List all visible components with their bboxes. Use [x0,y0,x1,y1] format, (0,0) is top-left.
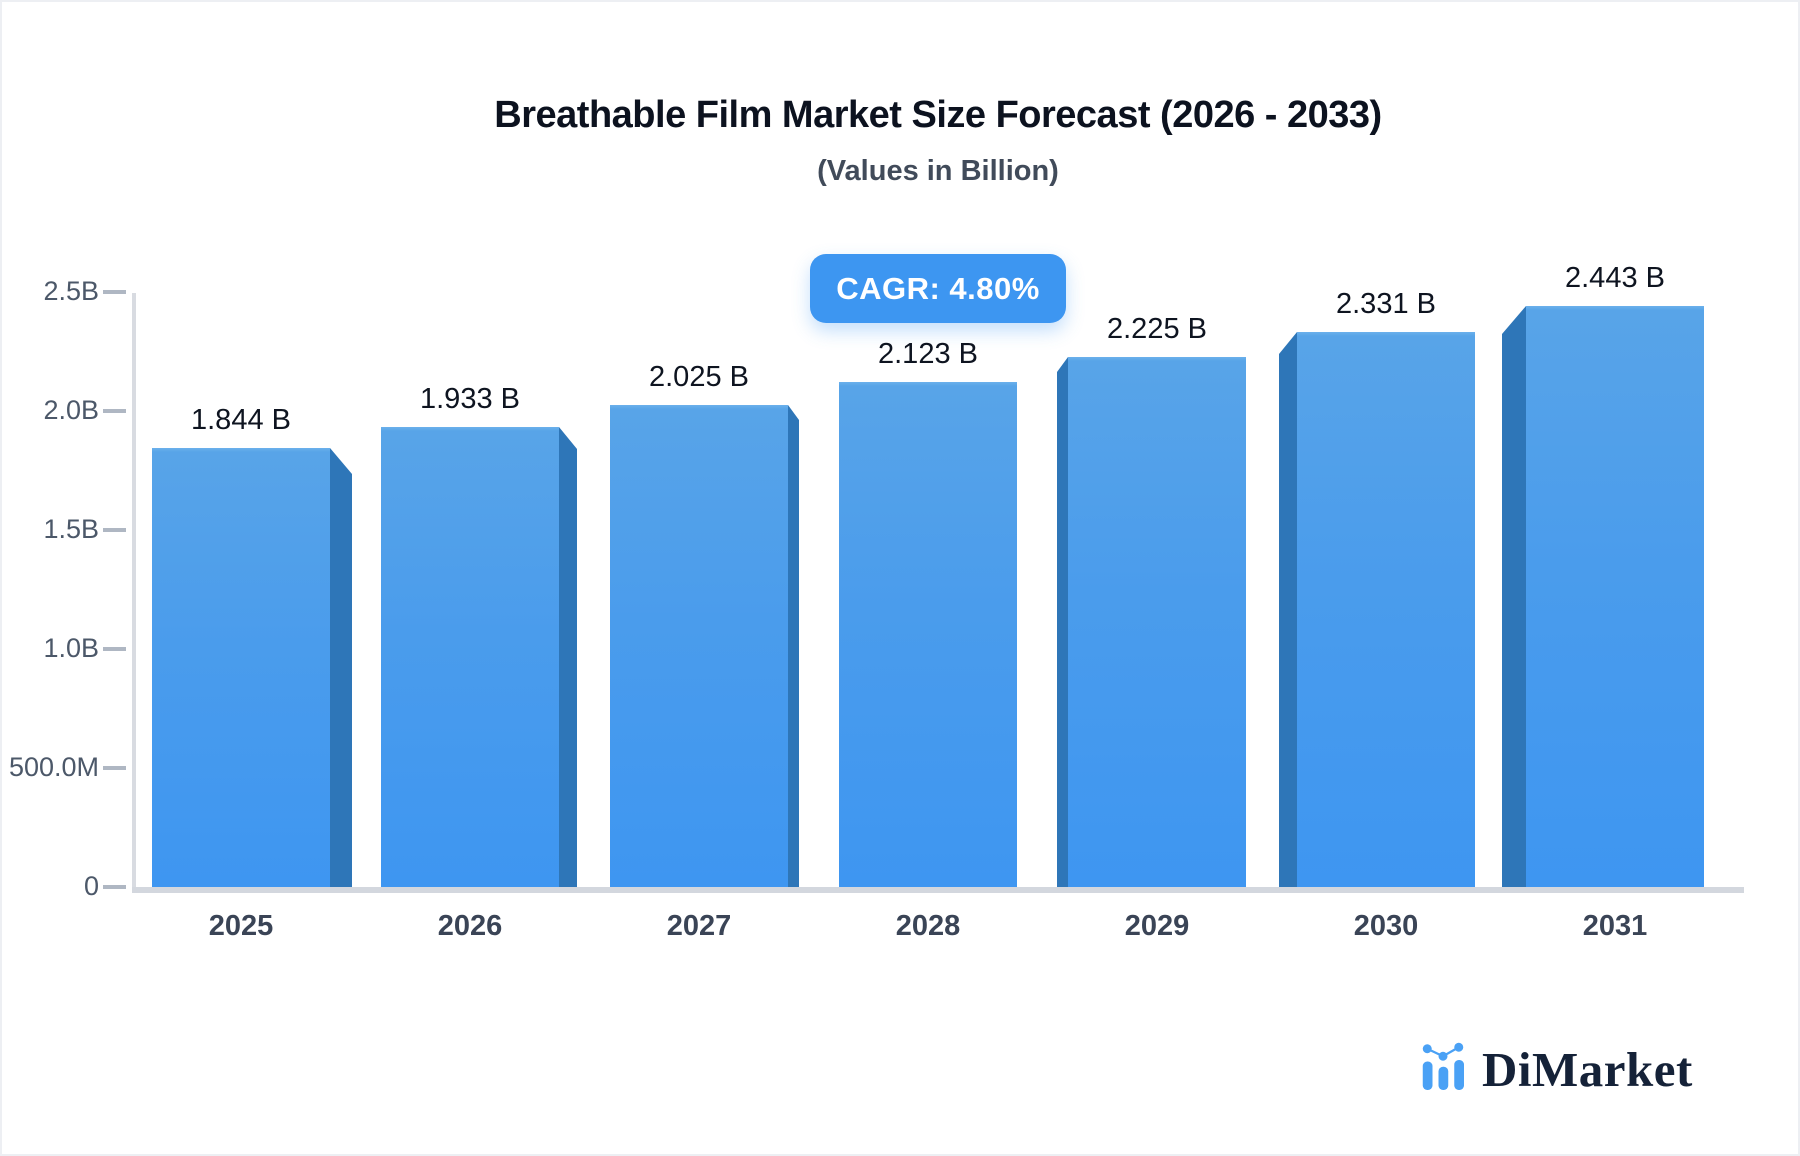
bar-side-face [330,448,352,887]
bar-value-label: 2.331 B [1336,288,1436,320]
bar-value-label: 2.443 B [1565,262,1665,294]
y-axis-tick [103,766,126,770]
bar-value-label: 2.123 B [878,338,978,370]
y-axis-tick [103,528,126,532]
logo-text: DiMarket [1482,1042,1693,1097]
y-axis-line [132,293,136,891]
chart-header: Breathable Film Market Size Forecast (20… [132,94,1744,188]
bar-value-label: 2.225 B [1107,313,1207,345]
bar[interactable] [381,427,559,887]
bar-side-face [788,405,799,887]
y-axis-label: 1.5B [43,514,99,544]
x-axis-line [132,887,1744,893]
x-axis-label: 2031 [1582,910,1648,942]
bar[interactable] [610,405,788,887]
y-axis-tick [103,885,126,889]
bar[interactable] [839,382,1017,887]
bar[interactable] [1526,306,1704,887]
bar[interactable] [1297,332,1475,887]
bar-side-face [1502,306,1526,887]
y-axis-label: 2.0B [43,395,99,425]
y-axis-label: 0 [83,871,99,901]
bar[interactable] [152,448,330,887]
y-axis-tick [103,409,126,413]
chart-title: Breathable Film Market Size Forecast (20… [494,94,1382,136]
chart-subtitle: (Values in Billion) [817,155,1059,187]
y-axis-label: 1.0B [43,633,99,663]
dimarket-logo[interactable]: DiMarket [1420,1042,1693,1098]
bar-side-face [559,427,577,887]
bar-side-face [1279,332,1297,887]
bar-value-label: 1.844 B [191,404,291,436]
bar-value-label: 1.933 B [420,383,520,415]
dimarket-mini-chart-icon [1422,1042,1464,1090]
y-axis-tick [103,647,126,651]
bar[interactable] [1068,357,1246,887]
x-axis-label: 2030 [1353,910,1419,942]
x-axis-label: 2028 [895,910,961,942]
x-axis-label: 2029 [1124,910,1190,942]
y-axis-tick [103,290,126,294]
bar-value-label: 2.025 B [649,361,749,393]
bar-side-face [1057,357,1068,887]
x-axis-label: 2025 [208,910,274,942]
y-axis-label: 500.0M [8,752,99,782]
x-axis-label: 2027 [666,910,732,942]
y-axis-label: 2.5B [43,276,99,306]
x-axis-label: 2026 [437,910,503,942]
